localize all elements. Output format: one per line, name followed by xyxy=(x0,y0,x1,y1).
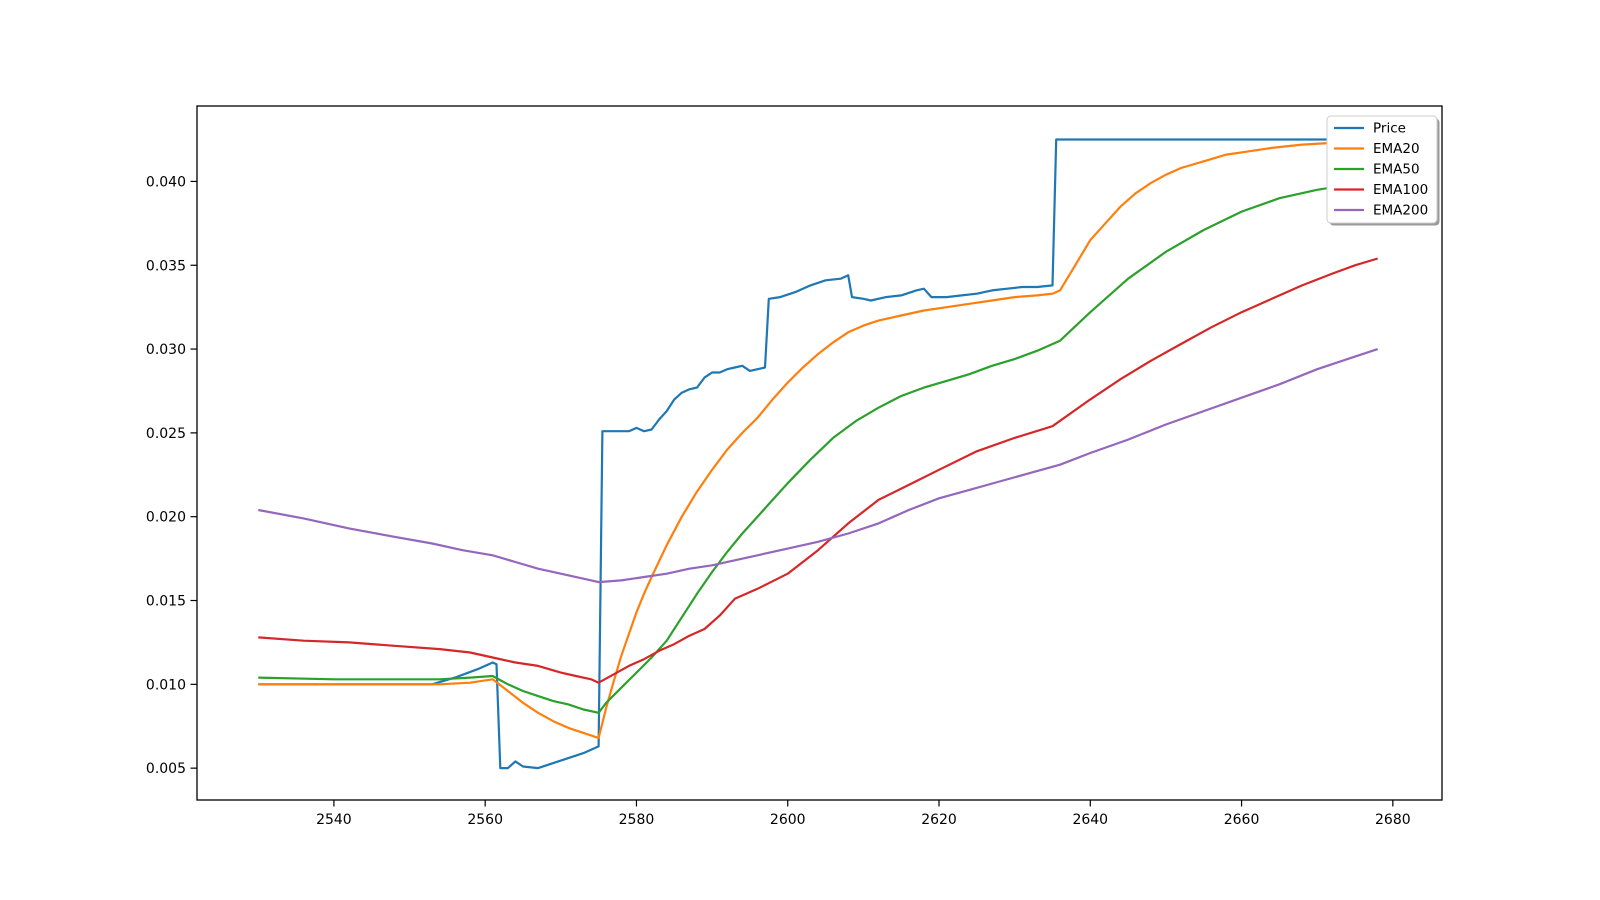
y-tick-label: 0.030 xyxy=(146,342,186,358)
legend-label: EMA100 xyxy=(1373,182,1428,198)
x-tick-label: 2680 xyxy=(1375,812,1411,828)
x-tick-label: 2620 xyxy=(921,812,957,828)
y-tick-label: 0.020 xyxy=(146,510,186,526)
x-tick-label: 2660 xyxy=(1224,812,1260,828)
legend-box xyxy=(1326,115,1438,224)
legend-label: EMA50 xyxy=(1373,162,1420,178)
y-axis-ticks: 0.005 0.010 0.015 0.020 0.025 0.030 0.035 0.040 xyxy=(146,174,197,777)
legend-entry-ema200: EMA200 xyxy=(1334,203,1428,219)
series-line-price xyxy=(258,138,1378,770)
legend-entry-ema50: EMA50 xyxy=(1334,162,1420,178)
y-tick-label: 0.015 xyxy=(146,594,186,610)
legend-entry-price: Price xyxy=(1334,121,1406,137)
x-tick-label: 2560 xyxy=(467,812,503,828)
y-tick-label: 0.025 xyxy=(146,426,186,442)
legend-entry-ema20: EMA20 xyxy=(1334,141,1420,157)
legend-entry-ema100: EMA100 xyxy=(1334,182,1428,198)
x-tick-label: 2600 xyxy=(770,812,806,828)
legend: Price EMA20 EMA50 EMA100 EMA200 xyxy=(1326,115,1440,226)
series-line-ema50 xyxy=(258,180,1378,714)
legend-label: EMA200 xyxy=(1373,203,1428,219)
series-line-ema100 xyxy=(258,257,1379,684)
y-tick-label: 0.035 xyxy=(146,258,186,274)
legend-label: EMA20 xyxy=(1373,141,1420,157)
legend-label: Price xyxy=(1373,121,1406,137)
x-tick-label: 2580 xyxy=(619,812,655,828)
y-tick-label: 0.010 xyxy=(146,677,186,693)
series-line-ema200 xyxy=(258,348,1379,584)
plot-frame xyxy=(196,105,1443,801)
series-lines xyxy=(258,138,1379,770)
y-tick-label: 0.040 xyxy=(146,174,186,190)
y-tick-label: 0.005 xyxy=(146,761,186,777)
series-line-ema20 xyxy=(258,140,1378,740)
x-tick-label: 2640 xyxy=(1072,812,1108,828)
x-tick-label: 2540 xyxy=(316,812,352,828)
plot-area: 2540 2560 2580 2600 2620 2640 2660 2680 0.0050.… xyxy=(146,105,1443,828)
x-axis-ticks: 2540 2560 2580 2600 2620 2640 2660 2680 xyxy=(316,800,1411,828)
